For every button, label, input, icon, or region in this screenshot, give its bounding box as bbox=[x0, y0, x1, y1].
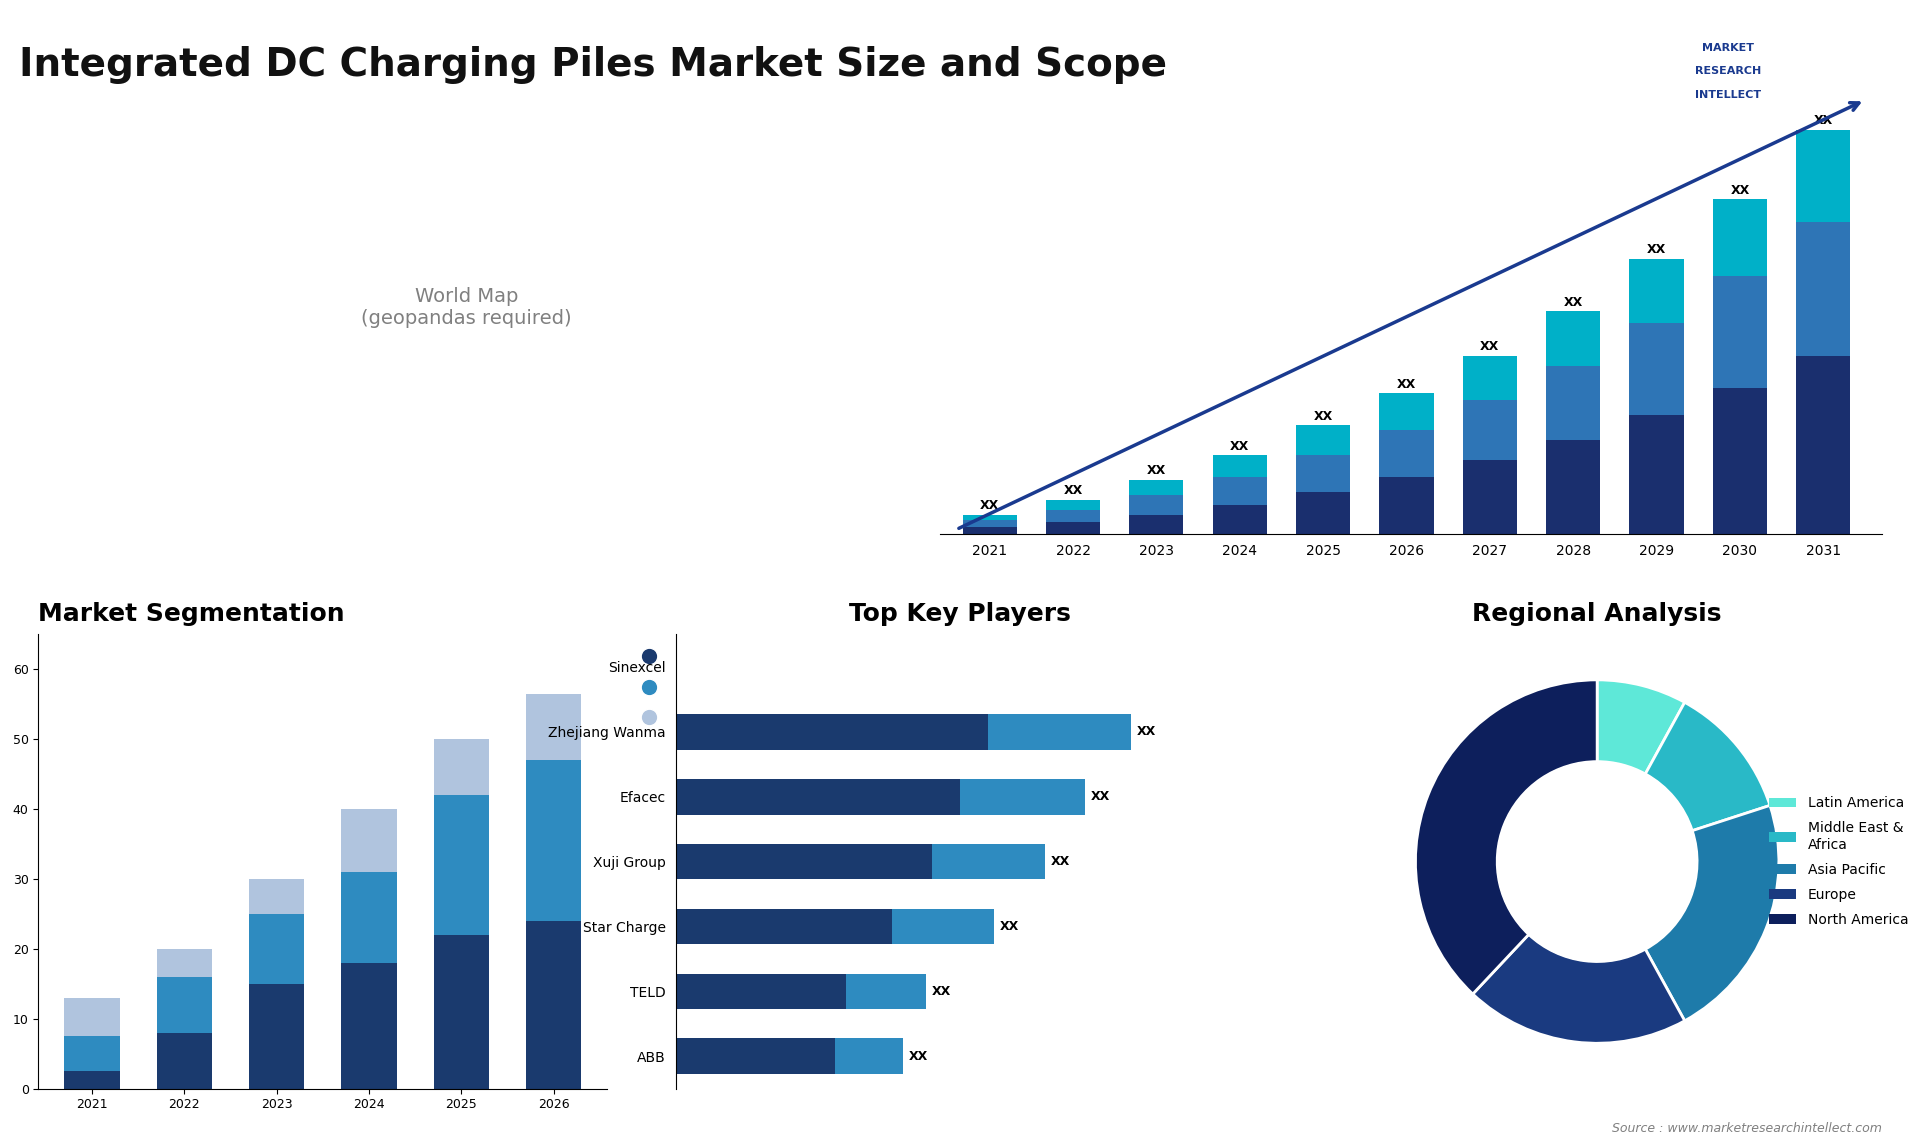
Circle shape bbox=[1498, 762, 1697, 961]
Wedge shape bbox=[1645, 806, 1778, 1021]
Bar bbox=[250, 984, 305, 1089]
Bar bbox=[1379, 478, 1434, 534]
Bar bbox=[434, 739, 490, 795]
Bar bbox=[1046, 500, 1100, 510]
Bar bbox=[1630, 323, 1684, 415]
Bar bbox=[1129, 495, 1183, 515]
Bar bbox=[63, 998, 119, 1036]
Bar bbox=[1713, 388, 1766, 534]
Bar bbox=[1129, 515, 1183, 534]
Wedge shape bbox=[1473, 934, 1684, 1043]
Bar bbox=[676, 909, 891, 944]
Bar bbox=[526, 921, 582, 1089]
Bar bbox=[1795, 129, 1851, 221]
Text: XX: XX bbox=[1730, 183, 1749, 197]
Bar bbox=[835, 1038, 902, 1074]
Bar bbox=[1379, 430, 1434, 478]
Text: XX: XX bbox=[1000, 920, 1020, 933]
Text: World Map
(geopandas required): World Map (geopandas required) bbox=[361, 286, 572, 328]
Bar bbox=[1463, 460, 1517, 534]
Text: RESEARCH: RESEARCH bbox=[1695, 66, 1761, 77]
Text: XX: XX bbox=[931, 984, 950, 998]
Wedge shape bbox=[1645, 702, 1770, 831]
Bar bbox=[157, 949, 211, 976]
Bar bbox=[250, 879, 305, 915]
Bar bbox=[434, 795, 490, 935]
Bar bbox=[1713, 276, 1766, 388]
Bar bbox=[960, 779, 1085, 815]
Bar bbox=[434, 935, 490, 1089]
Text: XX: XX bbox=[1064, 485, 1083, 497]
Text: Source : www.marketresearchintellect.com: Source : www.marketresearchintellect.com bbox=[1611, 1122, 1882, 1135]
Bar bbox=[676, 714, 989, 749]
Bar bbox=[342, 963, 397, 1089]
Bar bbox=[1129, 480, 1183, 495]
Bar bbox=[1546, 311, 1599, 366]
Text: INTELLECT: INTELLECT bbox=[1695, 91, 1761, 100]
Text: XX: XX bbox=[1146, 464, 1165, 478]
Bar bbox=[1713, 199, 1766, 276]
Text: XX: XX bbox=[1398, 377, 1417, 391]
Title: Regional Analysis: Regional Analysis bbox=[1473, 602, 1722, 626]
Bar bbox=[1046, 523, 1100, 534]
Bar bbox=[526, 693, 582, 760]
Legend: Type, Application, Geography: Type, Application, Geography bbox=[626, 642, 770, 733]
Text: XX: XX bbox=[1231, 440, 1250, 453]
Bar bbox=[157, 976, 211, 1033]
Bar bbox=[1296, 493, 1350, 534]
Bar bbox=[250, 915, 305, 984]
Title: Top Key Players: Top Key Players bbox=[849, 602, 1071, 626]
Bar bbox=[157, 1033, 211, 1089]
Wedge shape bbox=[1597, 680, 1684, 774]
Text: XX: XX bbox=[1137, 725, 1156, 738]
Bar bbox=[1795, 355, 1851, 534]
Bar bbox=[1296, 425, 1350, 455]
Text: XX: XX bbox=[1050, 855, 1069, 868]
Bar bbox=[962, 527, 1018, 534]
Text: MARKET: MARKET bbox=[1701, 42, 1755, 53]
Bar bbox=[1630, 259, 1684, 323]
Bar bbox=[676, 1038, 835, 1074]
Text: Integrated DC Charging Piles Market Size and Scope: Integrated DC Charging Piles Market Size… bbox=[19, 46, 1167, 84]
Bar bbox=[891, 909, 995, 944]
Bar bbox=[989, 714, 1131, 749]
Text: XX: XX bbox=[1563, 296, 1582, 308]
Bar bbox=[847, 973, 925, 1010]
Text: XX: XX bbox=[1480, 340, 1500, 353]
Text: Market Segmentation: Market Segmentation bbox=[38, 602, 346, 626]
Bar bbox=[1213, 455, 1267, 478]
Bar bbox=[1546, 366, 1599, 440]
Bar bbox=[342, 809, 397, 872]
Bar bbox=[1046, 510, 1100, 523]
Bar bbox=[63, 1036, 119, 1072]
Bar bbox=[1296, 455, 1350, 493]
Bar bbox=[1463, 400, 1517, 460]
Bar bbox=[526, 760, 582, 921]
Bar bbox=[1463, 355, 1517, 400]
Text: XX: XX bbox=[1814, 115, 1834, 127]
Bar bbox=[1213, 504, 1267, 534]
Bar bbox=[962, 515, 1018, 519]
Text: XX: XX bbox=[1313, 410, 1332, 423]
Text: XX: XX bbox=[1091, 791, 1110, 803]
Legend: Latin America, Middle East &
Africa, Asia Pacific, Europe, North America: Latin America, Middle East & Africa, Asi… bbox=[1763, 791, 1914, 933]
Bar bbox=[63, 1072, 119, 1089]
Bar bbox=[1379, 393, 1434, 430]
Wedge shape bbox=[1415, 680, 1597, 994]
Bar bbox=[962, 519, 1018, 527]
Text: XX: XX bbox=[1647, 243, 1667, 257]
Bar bbox=[676, 843, 931, 879]
Text: XX: XX bbox=[908, 1050, 927, 1062]
Bar bbox=[676, 779, 960, 815]
Text: XX: XX bbox=[979, 500, 998, 512]
Bar bbox=[1546, 440, 1599, 534]
Bar bbox=[1795, 221, 1851, 355]
Bar bbox=[1630, 415, 1684, 534]
Bar bbox=[1213, 478, 1267, 504]
Bar bbox=[342, 872, 397, 963]
Bar bbox=[931, 843, 1044, 879]
Bar bbox=[676, 973, 847, 1010]
